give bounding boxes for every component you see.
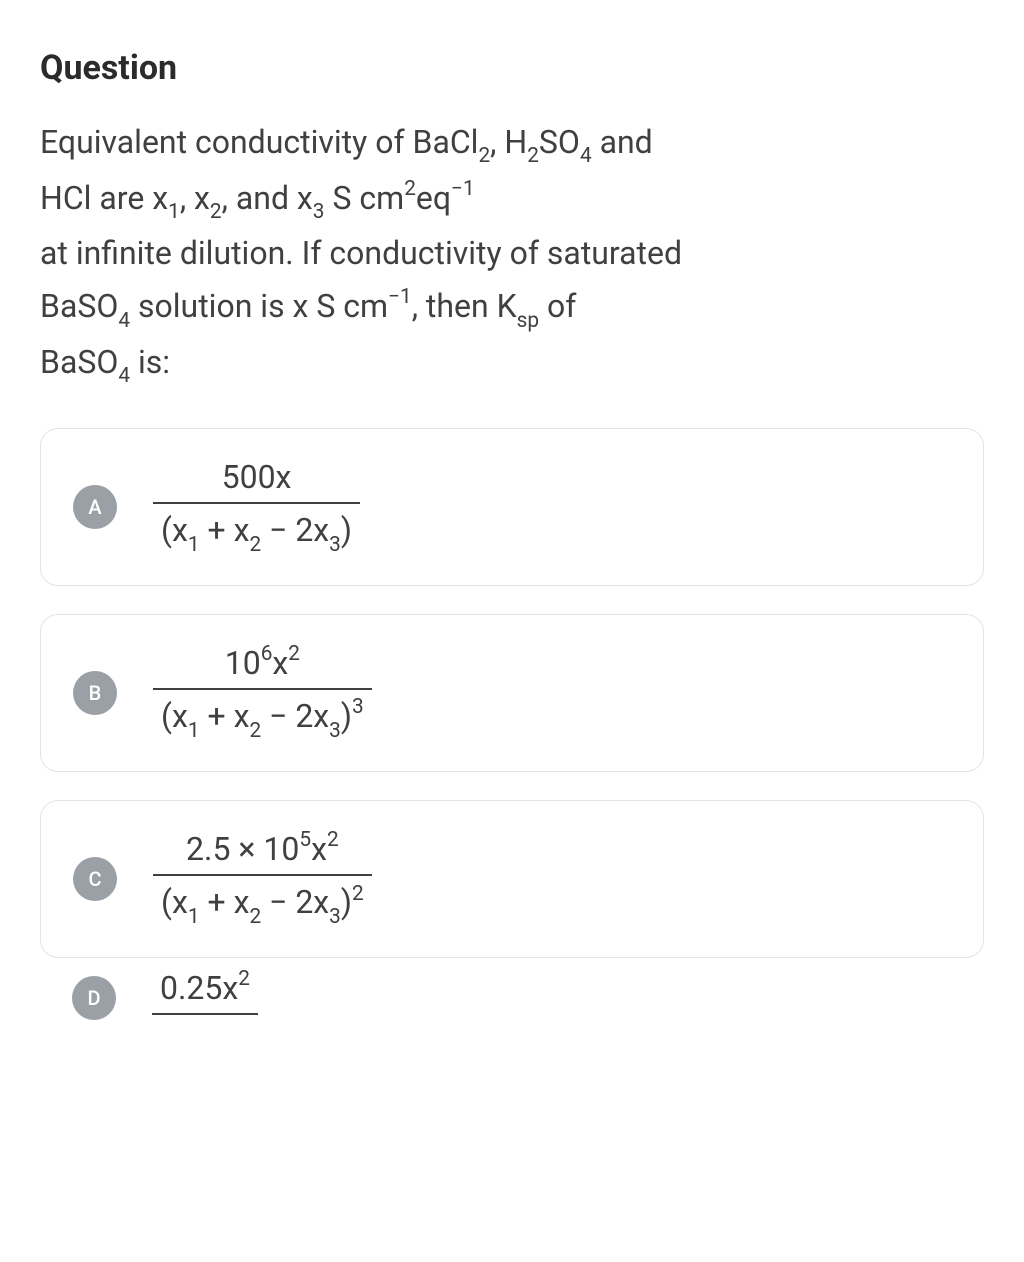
- den-text: (x: [161, 511, 188, 549]
- num-sup: 2: [238, 967, 250, 991]
- q-text: at infinite dilution. If conductivity of…: [40, 234, 682, 272]
- q-sub: 2: [478, 144, 490, 168]
- num-sup: 2: [327, 828, 339, 852]
- den-text: (x: [161, 883, 188, 921]
- den-text: ): [341, 697, 352, 735]
- q-text: is:: [130, 343, 170, 381]
- q-sub: sp: [517, 309, 539, 333]
- q-text: S cm: [325, 179, 405, 217]
- q-text: , then K: [412, 287, 517, 325]
- q-text: BaSO: [40, 343, 118, 381]
- q-sup: −1: [388, 285, 412, 309]
- den-sub: 1: [188, 719, 200, 743]
- q-text: solution is x S cm: [130, 287, 388, 325]
- q-sup: −1: [451, 177, 475, 201]
- option-formula: 2.5 × 105x2 (x1 + x2 − 2x3)2: [153, 829, 372, 929]
- q-sub: 4: [118, 364, 130, 388]
- option-badge: A: [73, 485, 117, 529]
- q-text: , and x: [222, 179, 313, 217]
- num-text: 10: [225, 644, 261, 682]
- den-text: + x: [200, 883, 250, 921]
- num-sup: 2: [288, 642, 300, 666]
- fraction-denominator: (x1 + x2 − 2x3): [153, 502, 360, 556]
- q-text: H: [504, 123, 527, 161]
- den-text: + x: [200, 697, 250, 735]
- num-text: 2.5 × 10: [186, 830, 299, 868]
- fraction-numerator: 106x2: [217, 643, 308, 689]
- question-text: Equivalent conductivity of BaCl2, H2SO4 …: [40, 116, 984, 392]
- q-sup: 2: [404, 177, 416, 201]
- option-badge: C: [73, 857, 117, 901]
- fraction-numerator: 500x: [214, 457, 300, 503]
- q-text: eq: [416, 179, 451, 217]
- den-sub: 3: [329, 533, 341, 557]
- den-sub: 2: [249, 533, 261, 557]
- option-badge: B: [73, 671, 117, 715]
- den-text: ): [341, 883, 352, 921]
- den-text: − 2x: [261, 511, 329, 549]
- q-text: BaCl: [413, 123, 479, 161]
- den-sub: 3: [329, 719, 341, 743]
- den-sub: 1: [188, 533, 200, 557]
- option-d[interactable]: D 0.25x2: [40, 968, 984, 1020]
- num-text: x: [272, 644, 288, 682]
- num-sup: 6: [261, 642, 273, 666]
- q-text: , x: [180, 179, 210, 217]
- den-sub: 2: [249, 719, 261, 743]
- q-sub: 4: [118, 309, 130, 333]
- fraction-denominator: (x1 + x2 − 2x3)2: [153, 874, 372, 928]
- den-sub: 2: [249, 905, 261, 929]
- den-sub: 1: [188, 905, 200, 929]
- den-text: − 2x: [261, 697, 329, 735]
- num-text: 0.25x: [160, 969, 238, 1007]
- q-text: and: [592, 123, 653, 161]
- den-sup: 3: [352, 695, 364, 719]
- option-formula: 106x2 (x1 + x2 − 2x3)3: [153, 643, 372, 743]
- fraction-numerator: 2.5 × 105x2: [178, 829, 347, 875]
- option-formula: 0.25x2: [152, 968, 258, 1016]
- q-sub: 3: [313, 200, 325, 224]
- den-text: + x: [200, 511, 250, 549]
- fraction-numerator: 0.25x2: [152, 968, 258, 1016]
- option-b[interactable]: B 106x2 (x1 + x2 − 2x3)3: [40, 614, 984, 772]
- q-text: Equivalent conductivity of: [40, 123, 413, 161]
- option-c[interactable]: C 2.5 × 105x2 (x1 + x2 − 2x3)2: [40, 800, 984, 958]
- q-text: BaSO: [40, 287, 118, 325]
- den-sub: 3: [329, 905, 341, 929]
- option-formula: 500x (x1 + x2 − 2x3): [153, 457, 360, 557]
- num-sup: 5: [299, 828, 311, 852]
- q-text: HCl are x: [40, 179, 168, 217]
- option-badge: D: [72, 976, 116, 1020]
- q-sub: 4: [580, 144, 592, 168]
- den-text: ): [341, 511, 352, 549]
- den-text: − 2x: [261, 883, 329, 921]
- q-sub: 2: [527, 144, 539, 168]
- q-text: SO: [539, 123, 580, 161]
- question-heading: Question: [40, 48, 984, 88]
- q-text: of: [539, 287, 576, 325]
- option-a[interactable]: A 500x (x1 + x2 − 2x3): [40, 428, 984, 586]
- den-sup: 2: [352, 882, 364, 906]
- num-text: x: [311, 830, 327, 868]
- q-sub: 1: [168, 200, 180, 224]
- options-list: A 500x (x1 + x2 − 2x3) B 106x2 (x1 + x2 …: [40, 428, 984, 958]
- q-text: ,: [490, 123, 504, 161]
- fraction-denominator: (x1 + x2 − 2x3)3: [153, 688, 372, 742]
- den-text: (x: [161, 697, 188, 735]
- q-sub: 2: [210, 200, 222, 224]
